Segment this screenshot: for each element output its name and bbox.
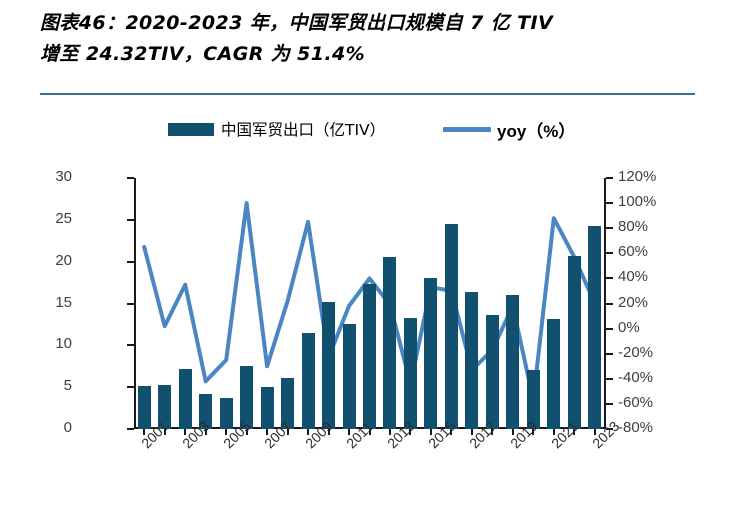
x-axis-tick xyxy=(450,429,453,435)
figure-title-line-1: 图表46：2020-2023 年，中国军贸出口规模自 7 亿 TIV xyxy=(40,12,554,34)
right-axis-tick xyxy=(606,428,613,430)
right-axis-tick-label: -80% xyxy=(618,419,654,436)
bar-2006 xyxy=(240,366,254,429)
series-layer xyxy=(134,178,605,429)
x-axis-tick xyxy=(470,429,473,435)
right-axis-tick-label: -60% xyxy=(618,393,654,411)
x-axis-tick xyxy=(327,429,330,435)
legend-swatch-line-icon xyxy=(443,126,491,132)
x-axis-tick xyxy=(368,429,371,435)
chart-legend: 中国军贸出口（亿TIV） yoy（%） xyxy=(18,118,718,141)
left-axis-tick-label: 30 xyxy=(55,168,72,185)
chart-container: 中国军贸出口（亿TIV） yoy（%） 0 5 10 15 20 25 30 -80% -60%… xyxy=(18,104,718,504)
bar-2004 xyxy=(199,393,213,429)
left-axis-tick xyxy=(127,302,134,305)
left-axis-tick xyxy=(127,260,134,263)
bar-2003 xyxy=(178,368,192,429)
yoy-line-series xyxy=(142,201,597,403)
x-axis-tick xyxy=(573,429,576,435)
right-axis-tick-label: 60% xyxy=(618,243,649,261)
bar-2018 xyxy=(485,315,499,429)
x-axis-tick xyxy=(552,429,555,435)
bar-2021 xyxy=(547,318,561,429)
legend-label-bars: 中国军贸出口（亿TIV） xyxy=(221,121,386,139)
bar-2014 xyxy=(403,317,417,429)
bar-2007 xyxy=(260,387,274,429)
right-axis-tick xyxy=(606,352,613,355)
x-axis-tick xyxy=(266,429,269,435)
right-axis-tick-label: 120% xyxy=(618,168,657,185)
figure-title-line-2: 增至 24.32TIV，CAGR 为 51.4% xyxy=(40,43,366,65)
x-axis-tick xyxy=(184,429,187,435)
right-axis-tick-label: 100% xyxy=(618,193,657,211)
right-axis-tick xyxy=(606,402,613,405)
x-axis-tick xyxy=(163,429,166,435)
right-axis-tick xyxy=(606,177,613,179)
figure-title: 图表46：2020-2023 年，中国军贸出口规模自 7 亿 TIV 增至 24… xyxy=(40,8,680,70)
left-axis-tick xyxy=(127,177,134,179)
legend-swatch-bar-icon xyxy=(168,122,214,136)
right-axis-tick-label: -40% xyxy=(618,368,654,386)
legend-label-line: yoy（%） xyxy=(497,121,576,141)
right-axis-tick-label: 0% xyxy=(618,318,640,336)
right-axis-tick xyxy=(606,227,613,230)
title-divider xyxy=(40,93,695,95)
left-axis-tick xyxy=(127,386,134,389)
x-axis-tick xyxy=(491,429,494,435)
bar-2022 xyxy=(567,255,581,429)
bar-2012 xyxy=(363,284,376,429)
x-axis-tick xyxy=(286,429,289,435)
left-axis-tick-label: 0 xyxy=(63,419,72,436)
bar-2008 xyxy=(281,377,295,429)
x-axis-tick xyxy=(532,429,535,435)
x-axis-tick xyxy=(204,429,207,435)
right-axis-line xyxy=(604,178,606,429)
left-axis-tick-label: 15 xyxy=(55,293,72,311)
legend-item-line[interactable]: yoy（%） xyxy=(443,118,576,141)
right-axis-tick-label: -20% xyxy=(618,343,654,361)
left-axis-tick xyxy=(127,218,134,221)
left-axis-tick xyxy=(127,428,134,430)
bar-2013 xyxy=(383,256,397,429)
x-axis-tick xyxy=(225,429,228,435)
right-axis-tick-label: 40% xyxy=(618,268,649,286)
x-axis-tick xyxy=(388,429,391,435)
right-axis-tick xyxy=(606,202,613,205)
bar-2001 xyxy=(137,385,151,429)
bar-2009 xyxy=(301,332,315,429)
bar-2017 xyxy=(465,291,479,429)
x-axis-tick xyxy=(245,429,248,435)
bar-2011 xyxy=(342,323,356,429)
bar-2023 xyxy=(588,225,602,429)
x-axis-tick xyxy=(593,429,596,435)
right-axis-tick xyxy=(606,302,613,305)
x-axis-tick xyxy=(348,429,351,435)
left-axis-tick-label: 10 xyxy=(55,335,72,353)
bar-2005 xyxy=(219,398,233,429)
x-axis-tick xyxy=(143,429,146,435)
right-axis-tick xyxy=(606,377,613,380)
bar-2016 xyxy=(444,224,458,429)
left-axis-tick-label: 20 xyxy=(55,251,72,269)
bar-2015 xyxy=(424,278,438,429)
right-axis-tick-label: 80% xyxy=(618,218,649,236)
x-axis-tick xyxy=(409,429,412,435)
right-axis-tick-label: 20% xyxy=(618,293,649,311)
left-axis-line xyxy=(134,178,136,429)
plot-area: 0 5 10 15 20 25 30 -80% -60% -40% -20% 0% 20% 40% 60% 8… xyxy=(18,166,718,451)
bar-2002 xyxy=(158,384,172,429)
right-axis-tick xyxy=(606,327,613,330)
right-axis-tick xyxy=(606,252,613,255)
legend-item-bars[interactable]: 中国军贸出口（亿TIV） xyxy=(168,118,385,140)
bar-2020 xyxy=(526,370,540,429)
left-axis-tick xyxy=(127,344,134,347)
x-axis-tick xyxy=(307,429,310,435)
bar-2019 xyxy=(506,295,520,429)
x-axis-tick xyxy=(429,429,432,435)
left-axis-tick-label: 25 xyxy=(55,209,72,227)
right-axis-tick xyxy=(606,277,613,280)
bar-2010 xyxy=(322,301,336,429)
x-axis-tick xyxy=(511,429,514,435)
left-axis-tick-label: 5 xyxy=(63,377,72,395)
